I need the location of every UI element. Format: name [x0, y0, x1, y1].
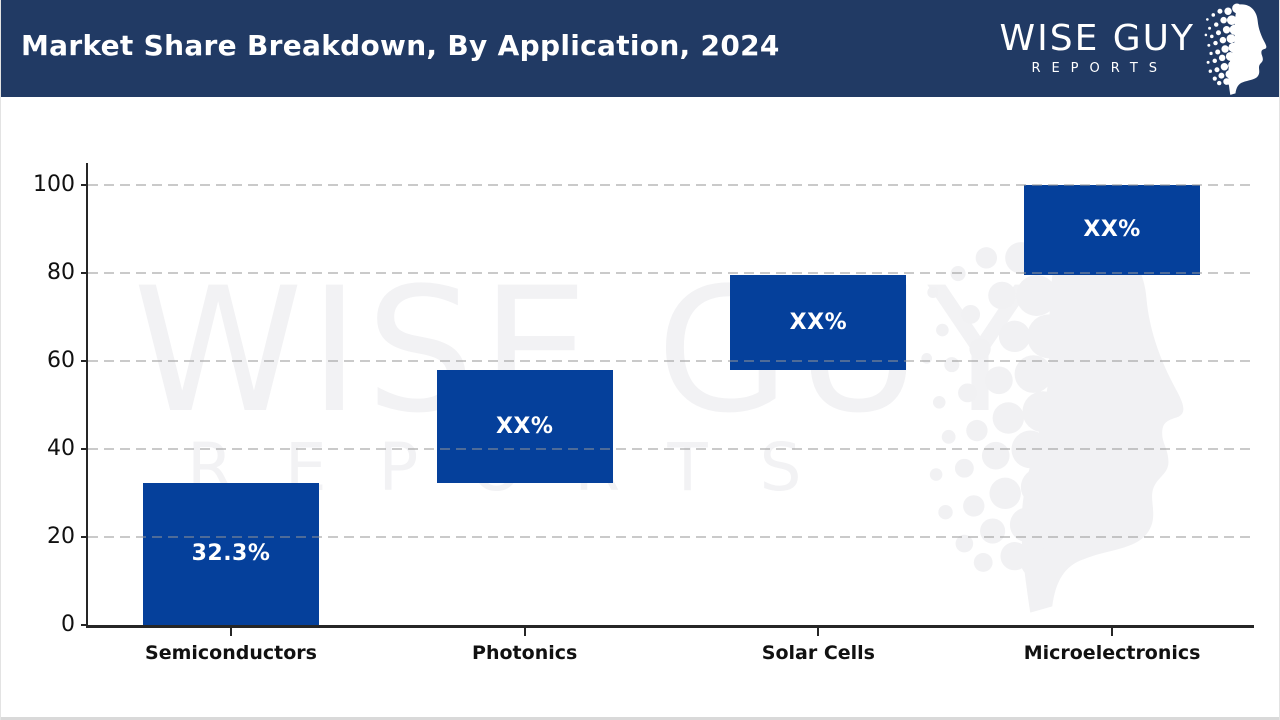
gridline-20: [88, 535, 1254, 538]
x-tick-mark-2: [817, 628, 820, 636]
logo-text: WISE GUY REPORTS: [999, 18, 1196, 77]
y-tick-mark-40: [81, 447, 88, 450]
logo-wordmark: WISE GUY: [999, 18, 1195, 59]
gridline-80: [88, 271, 1254, 274]
logo-subtext: REPORTS: [1031, 61, 1169, 76]
y-tick-label-20: 20: [47, 523, 75, 549]
y-tick-mark-80: [81, 271, 88, 274]
x-category-label-1: Photonics: [472, 642, 578, 664]
y-tick-label-80: 80: [47, 259, 75, 285]
gridline-60: [88, 359, 1254, 362]
y-tick-mark-0: [81, 624, 88, 626]
bottom-edge-strip: [1, 717, 1279, 720]
plot-area: 0 20 40 60 80 100 32.3% Semiconductors XX% Photon…: [1, 97, 1279, 720]
bar-semiconductors: 32.3%: [143, 482, 319, 625]
bar-photonics: XX%: [436, 369, 613, 483]
y-tick-label-0: 0: [61, 612, 75, 637]
y-axis-line: [86, 163, 88, 627]
chart-title: Market Share Breakdown, By Application, …: [21, 29, 780, 62]
wiseguy-logo: WISE GUY REPORTS: [1000, 3, 1272, 95]
bar-value-label: XX%: [495, 413, 554, 439]
y-tick-label-40: 40: [47, 435, 75, 461]
bar-value-label: 32.3%: [191, 541, 271, 567]
y-tick-mark-20: [81, 535, 88, 538]
x-tick-mark-1: [523, 628, 526, 636]
x-category-label-0: Semiconductors: [145, 642, 317, 664]
y-tick-label-100: 100: [33, 171, 75, 197]
x-category-label-3: Microelectronics: [1023, 642, 1201, 664]
bar-value-label: XX%: [1083, 217, 1141, 243]
bar-solar-cells: XX%: [730, 274, 907, 370]
header: Market Share Breakdown, By Application, …: [1, 0, 1279, 97]
gridline-100: [88, 183, 1254, 186]
y-tick-mark-60: [81, 359, 88, 362]
chart-area: WISE GUY REPORTS 02040608010032.3%Semico…: [1, 97, 1279, 720]
x-tick-mark-0: [230, 628, 232, 636]
y-tick-label-60: 60: [47, 347, 75, 373]
bar-microelectronics: XX%: [1024, 184, 1201, 275]
x-tick-mark-3: [1111, 628, 1114, 636]
x-axis-line: [86, 625, 1254, 628]
gridline-40: [88, 447, 1254, 450]
x-category-label-2: Solar Cells: [761, 642, 875, 664]
bar-value-label: XX%: [789, 309, 848, 335]
y-tick-mark-100: [81, 183, 88, 186]
wiseguy-head-icon: [1197, 3, 1271, 95]
